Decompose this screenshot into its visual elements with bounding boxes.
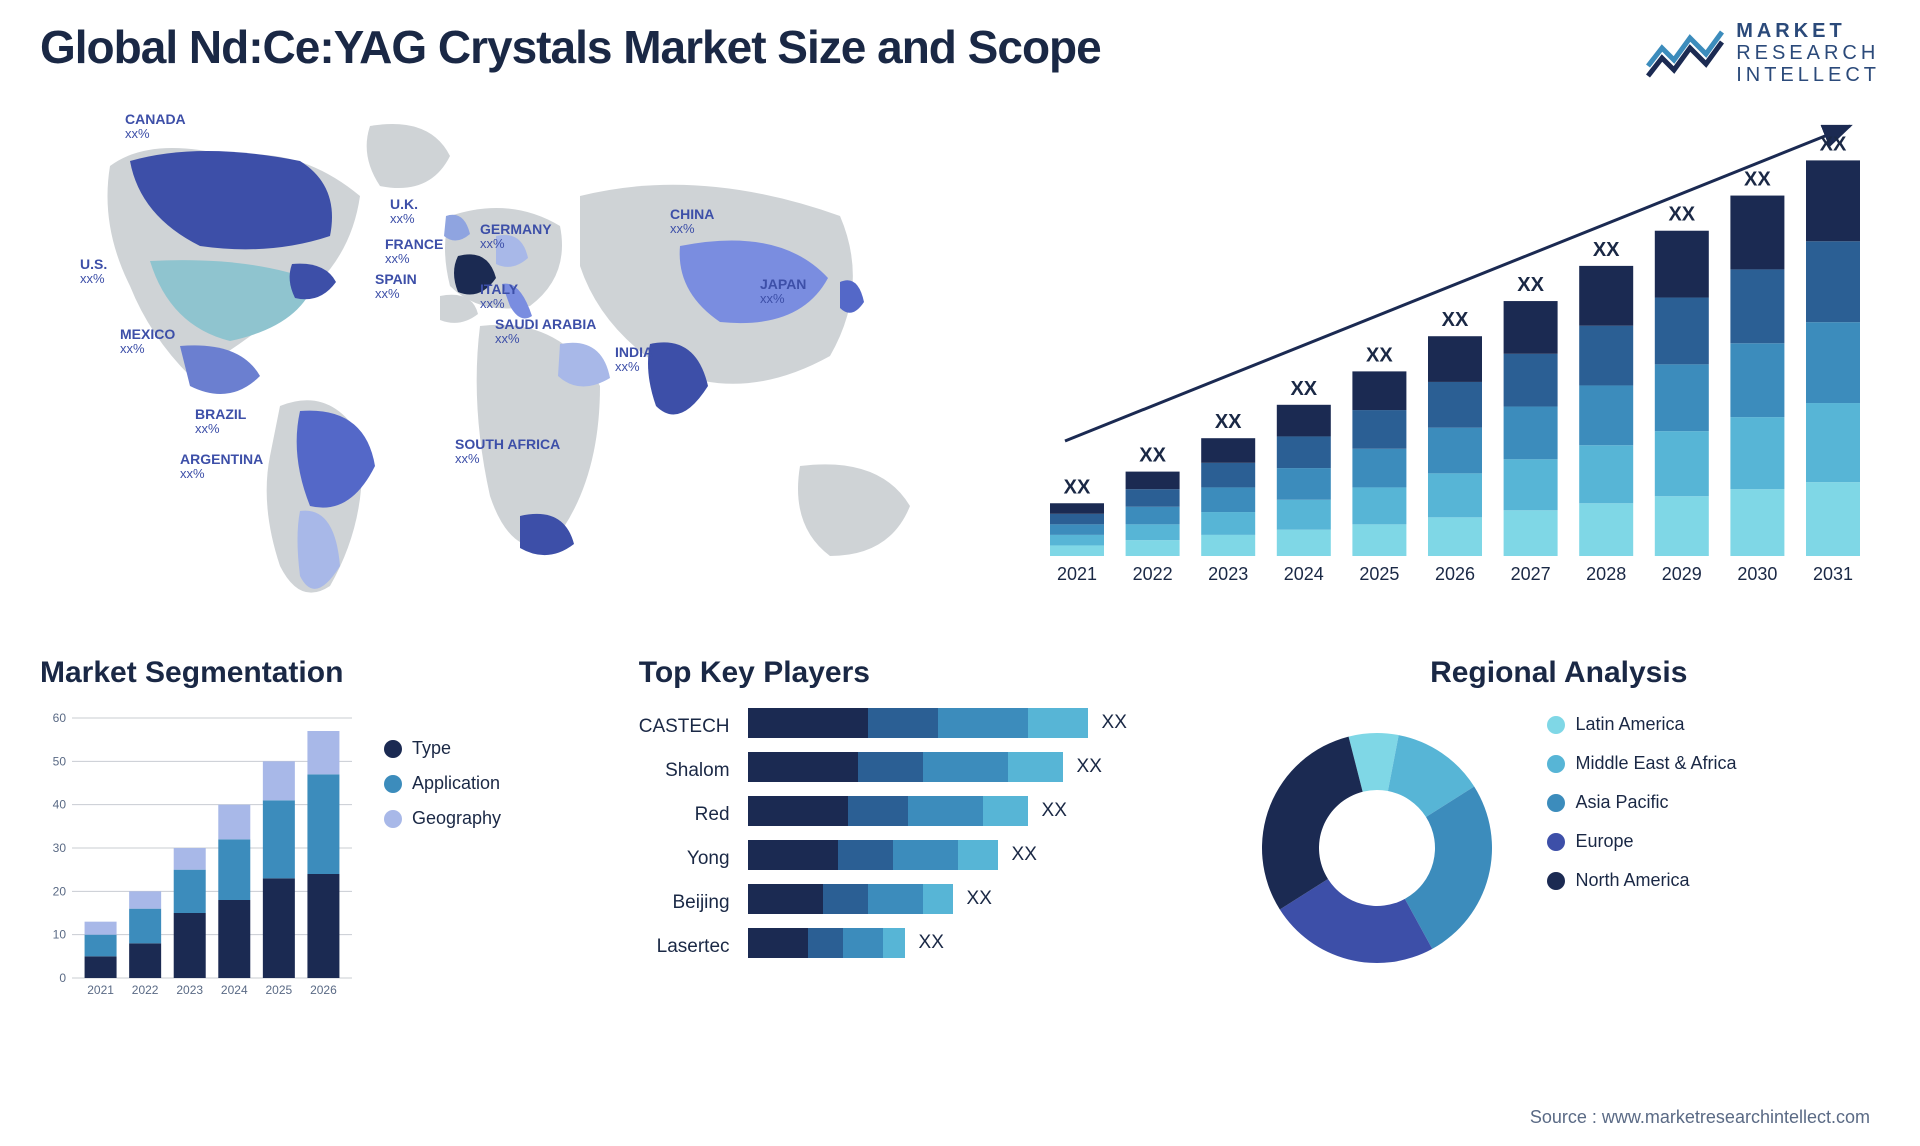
key-players-labels: CASTECH Shalom Red Yong Beijing Lasertec: [639, 708, 730, 962]
svg-text:0: 0: [59, 971, 66, 985]
regional-section: Regional Analysis Latin America Middle Ea…: [1237, 656, 1880, 1026]
map-label: ARGENTINAxx%: [180, 451, 263, 482]
map-svg: [40, 106, 980, 626]
svg-text:2026: 2026: [310, 983, 337, 997]
key-players-bars: XX XX XX XX XX XX: [748, 708, 1198, 962]
svg-text:XX: XX: [1820, 133, 1847, 155]
player-bar: XX: [748, 840, 1198, 870]
svg-text:XX: XX: [1064, 476, 1091, 498]
svg-text:2025: 2025: [1359, 564, 1399, 584]
svg-text:2023: 2023: [176, 983, 203, 997]
player-name: Yong: [687, 844, 730, 874]
regional-legend: Latin America Middle East & Africa Asia Pa…: [1547, 708, 1736, 891]
player-bar: XX: [748, 752, 1198, 782]
svg-text:40: 40: [53, 798, 67, 812]
page-title: Global Nd:Ce:YAG Crystals Market Size an…: [40, 20, 1101, 74]
svg-text:XX: XX: [1442, 309, 1469, 331]
map-label: JAPANxx%: [760, 276, 806, 307]
map-label: INDIAxx%: [615, 344, 653, 375]
player-bar: XX: [748, 884, 1198, 914]
legend-item: Type: [384, 738, 501, 759]
segmentation-title: Market Segmentation: [40, 656, 599, 690]
legend-item: Geography: [384, 808, 501, 829]
svg-text:2029: 2029: [1662, 564, 1702, 584]
svg-text:XX: XX: [1668, 204, 1695, 226]
svg-text:2027: 2027: [1511, 564, 1551, 584]
svg-text:XX: XX: [1517, 274, 1544, 296]
legend-item: Middle East & Africa: [1547, 753, 1736, 774]
legend-item: Europe: [1547, 831, 1736, 852]
svg-text:2030: 2030: [1737, 564, 1777, 584]
player-bar: XX: [748, 928, 1198, 958]
world-map: CANADAxx% U.S.xx% MEXICOxx% BRAZILxx% ARGENT…: [40, 106, 980, 626]
svg-text:2021: 2021: [1057, 564, 1097, 584]
map-label: U.K.xx%: [390, 196, 418, 227]
svg-text:20: 20: [53, 884, 67, 898]
svg-text:2026: 2026: [1435, 564, 1475, 584]
svg-text:2031: 2031: [1813, 564, 1853, 584]
map-label: FRANCExx%: [385, 236, 443, 267]
map-label: MEXICOxx%: [120, 326, 175, 357]
regional-title: Regional Analysis: [1237, 656, 1880, 690]
legend-item: Latin America: [1547, 714, 1736, 735]
svg-text:XX: XX: [1215, 411, 1242, 433]
map-label: ITALYxx%: [480, 281, 518, 312]
growth-chart: 2021 2022 2023 2024 2025 2026 2027 2028 2029 2030…: [1020, 106, 1880, 626]
brand-logo: MARKET RESEARCH INTELLECT: [1646, 20, 1880, 86]
map-label: CHINAxx%: [670, 206, 714, 237]
svg-text:XX: XX: [1593, 239, 1620, 261]
svg-text:XX: XX: [1366, 344, 1393, 366]
svg-text:2024: 2024: [221, 983, 248, 997]
svg-text:2022: 2022: [132, 983, 159, 997]
svg-text:2024: 2024: [1284, 564, 1324, 584]
svg-text:2028: 2028: [1586, 564, 1626, 584]
map-label: SOUTH AFRICAxx%: [455, 436, 560, 467]
key-players-section: Top Key Players CASTECH Shalom Red Yong Beij…: [639, 656, 1198, 1026]
svg-text:30: 30: [53, 841, 67, 855]
key-players-title: Top Key Players: [639, 656, 1198, 690]
map-label: CANADAxx%: [125, 111, 186, 142]
segmentation-chart: 0 10 20 30 40 50 60 2021 2022 2023 2024 2025 2026: [40, 708, 360, 1008]
map-label: BRAZILxx%: [195, 406, 246, 437]
legend-item: Application: [384, 773, 501, 794]
segmentation-section: Market Segmentation 0 10 20 30 40 50 60 2021 20…: [40, 656, 599, 1026]
player-name: CASTECH: [639, 712, 730, 742]
source-attribution: Source : www.marketresearchintellect.com: [1530, 1107, 1870, 1128]
svg-text:XX: XX: [1139, 445, 1166, 467]
player-bar: XX: [748, 708, 1198, 738]
logo-icon: [1646, 26, 1724, 80]
svg-text:2023: 2023: [1208, 564, 1248, 584]
logo-text: MARKET RESEARCH INTELLECT: [1736, 20, 1880, 86]
header: Global Nd:Ce:YAG Crystals Market Size an…: [40, 20, 1880, 86]
legend-item: North America: [1547, 870, 1736, 891]
segmentation-legend: Type Application Geography: [384, 708, 501, 829]
map-label: SPAINxx%: [375, 271, 417, 302]
svg-text:60: 60: [53, 711, 67, 725]
map-label: SAUDI ARABIAxx%: [495, 316, 596, 347]
svg-text:2025: 2025: [266, 983, 293, 997]
player-name: Lasertec: [657, 932, 730, 962]
player-name: Beijing: [672, 888, 729, 918]
svg-text:2022: 2022: [1133, 564, 1173, 584]
regional-donut: [1237, 708, 1517, 988]
legend-item: Asia Pacific: [1547, 792, 1736, 813]
svg-text:50: 50: [53, 754, 67, 768]
svg-text:2021: 2021: [87, 983, 114, 997]
player-name: Red: [695, 800, 730, 830]
growth-chart-svg: 2021 2022 2023 2024 2025 2026 2027 2028 2029 2030…: [1020, 106, 1880, 626]
svg-text:10: 10: [53, 928, 67, 942]
svg-text:XX: XX: [1744, 169, 1771, 191]
map-label: GERMANYxx%: [480, 221, 552, 252]
map-label: U.S.xx%: [80, 256, 107, 287]
player-name: Shalom: [665, 756, 729, 786]
player-bar: XX: [748, 796, 1198, 826]
svg-text:XX: XX: [1290, 378, 1317, 400]
